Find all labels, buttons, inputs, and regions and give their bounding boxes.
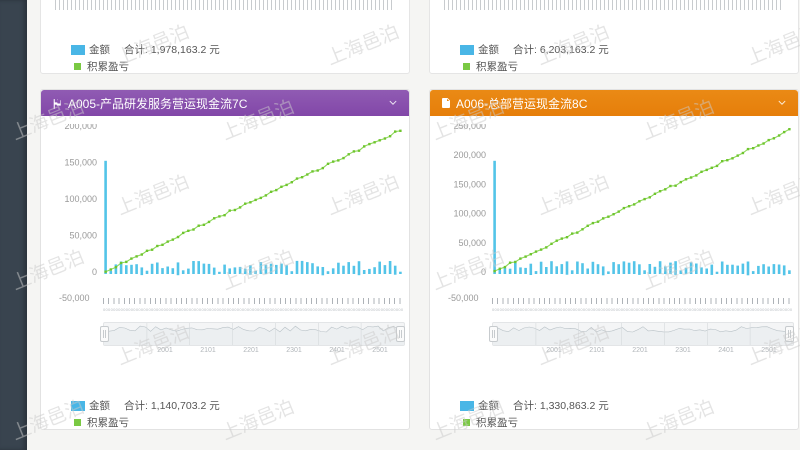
- svg-text:150,000: 150,000: [64, 158, 97, 168]
- svg-text:200,000: 200,000: [453, 150, 486, 160]
- svg-text:100,000: 100,000: [453, 209, 486, 219]
- svg-text:200,000: 200,000: [64, 124, 97, 131]
- svg-text:150,000: 150,000: [453, 179, 486, 189]
- svg-text:0: 0: [92, 267, 97, 277]
- svg-text:100,000: 100,000: [64, 194, 97, 204]
- svg-text:50,000: 50,000: [458, 238, 486, 248]
- svg-text:50,000: 50,000: [69, 231, 97, 241]
- svg-text:250,000: 250,000: [453, 124, 486, 131]
- svg-text:0: 0: [481, 267, 486, 277]
